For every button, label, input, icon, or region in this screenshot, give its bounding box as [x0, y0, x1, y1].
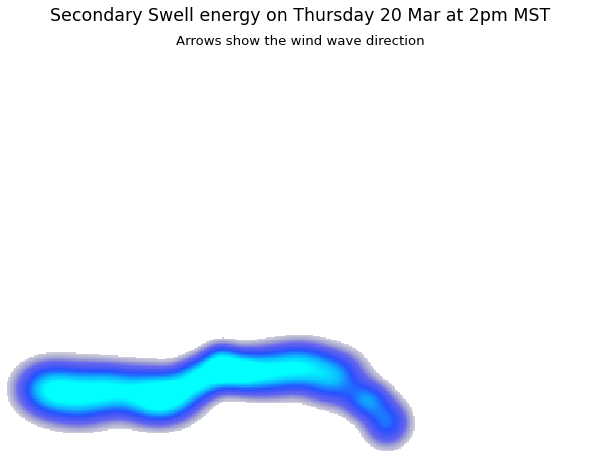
- Text: Secondary Swell energy on Thursday 20 Mar at 2pm MST: Secondary Swell energy on Thursday 20 Ma…: [50, 7, 551, 25]
- Text: Arrows show the wind wave direction: Arrows show the wind wave direction: [176, 35, 425, 48]
